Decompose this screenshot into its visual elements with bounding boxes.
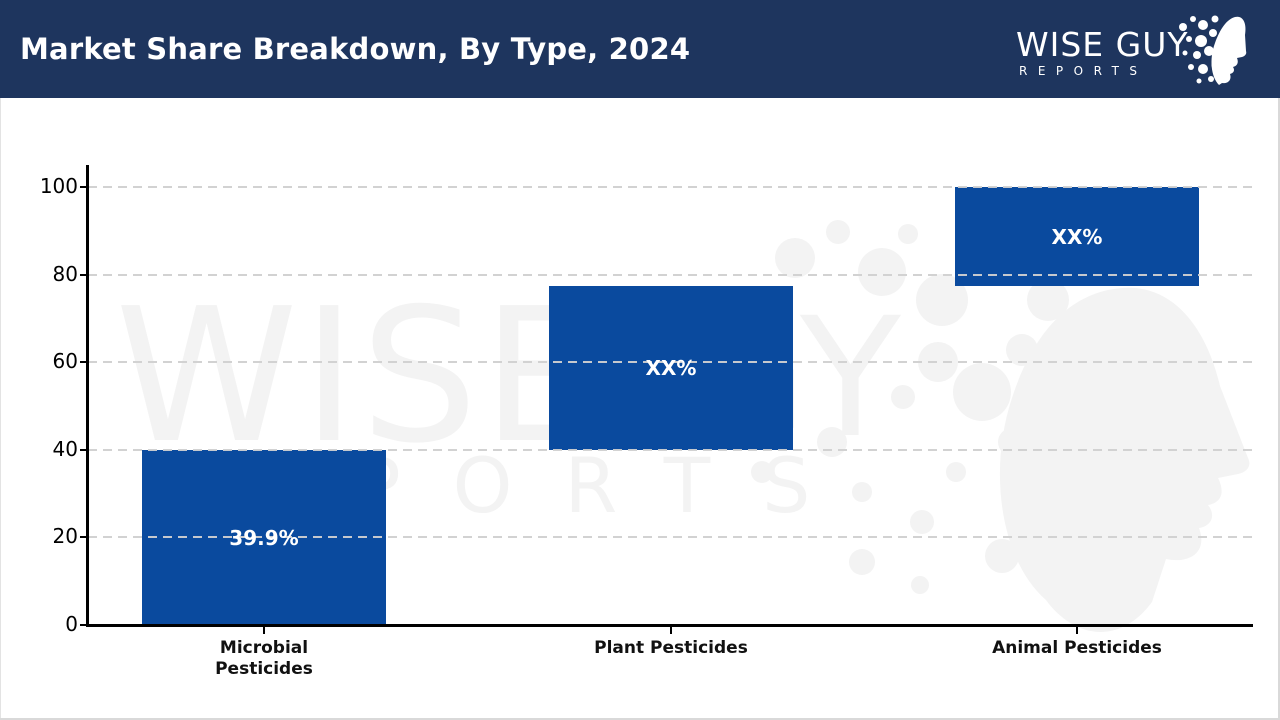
y-tick-mark bbox=[80, 624, 88, 626]
y-tick-mark bbox=[80, 273, 88, 276]
wiseguy-logo-text: WISE GUY REPORTS bbox=[1016, 24, 1189, 79]
logo-wordmark: WISE GUY bbox=[1016, 24, 1189, 64]
gridline bbox=[88, 448, 1253, 451]
logo-subtitle: REPORTS bbox=[1019, 64, 1148, 79]
bar-value-label: XX% bbox=[645, 356, 697, 381]
gridline bbox=[88, 186, 1253, 188]
page-title: Market Share Breakdown, By Type, 2024 bbox=[20, 32, 691, 66]
x-tick-mark bbox=[670, 626, 672, 634]
report-header: Market Share Breakdown, By Type, 2024 WI… bbox=[0, 0, 1280, 98]
gridline bbox=[88, 361, 1253, 364]
x-axis-line bbox=[86, 624, 1253, 627]
page-border-bottom bbox=[0, 718, 1280, 720]
x-tick-mark bbox=[1076, 626, 1078, 634]
bar-value-label: 39.9% bbox=[229, 525, 299, 550]
y-tick-mark bbox=[80, 361, 88, 364]
y-tick-label: 20 bbox=[52, 524, 78, 549]
page-border-right bbox=[1278, 98, 1280, 720]
y-tick-label: 100 bbox=[39, 174, 78, 198]
y-tick-label: 40 bbox=[52, 436, 78, 461]
wiseguy-face-icon bbox=[1178, 15, 1246, 86]
x-category-label: Plant Pesticides bbox=[594, 638, 748, 658]
x-category-label: Animal Pesticides bbox=[992, 638, 1162, 658]
y-tick-mark bbox=[80, 448, 88, 451]
y-tick-mark bbox=[80, 186, 88, 188]
gridline bbox=[88, 273, 1253, 276]
gridline bbox=[88, 536, 1253, 539]
y-tick-label: 0 bbox=[65, 612, 78, 636]
page-border-left bbox=[0, 98, 1, 720]
y-axis-line bbox=[86, 165, 89, 627]
bar-value-label: XX% bbox=[1051, 224, 1103, 249]
y-tick-label: 60 bbox=[52, 349, 78, 374]
x-category-label: Microbial Pesticides bbox=[215, 638, 313, 680]
y-tick-mark bbox=[80, 536, 88, 539]
x-tick-mark bbox=[263, 626, 265, 634]
wiseguy-logo: WISE GUY REPORTS bbox=[1016, 6, 1266, 94]
y-tick-label: 80 bbox=[52, 261, 78, 286]
bar bbox=[549, 286, 793, 451]
